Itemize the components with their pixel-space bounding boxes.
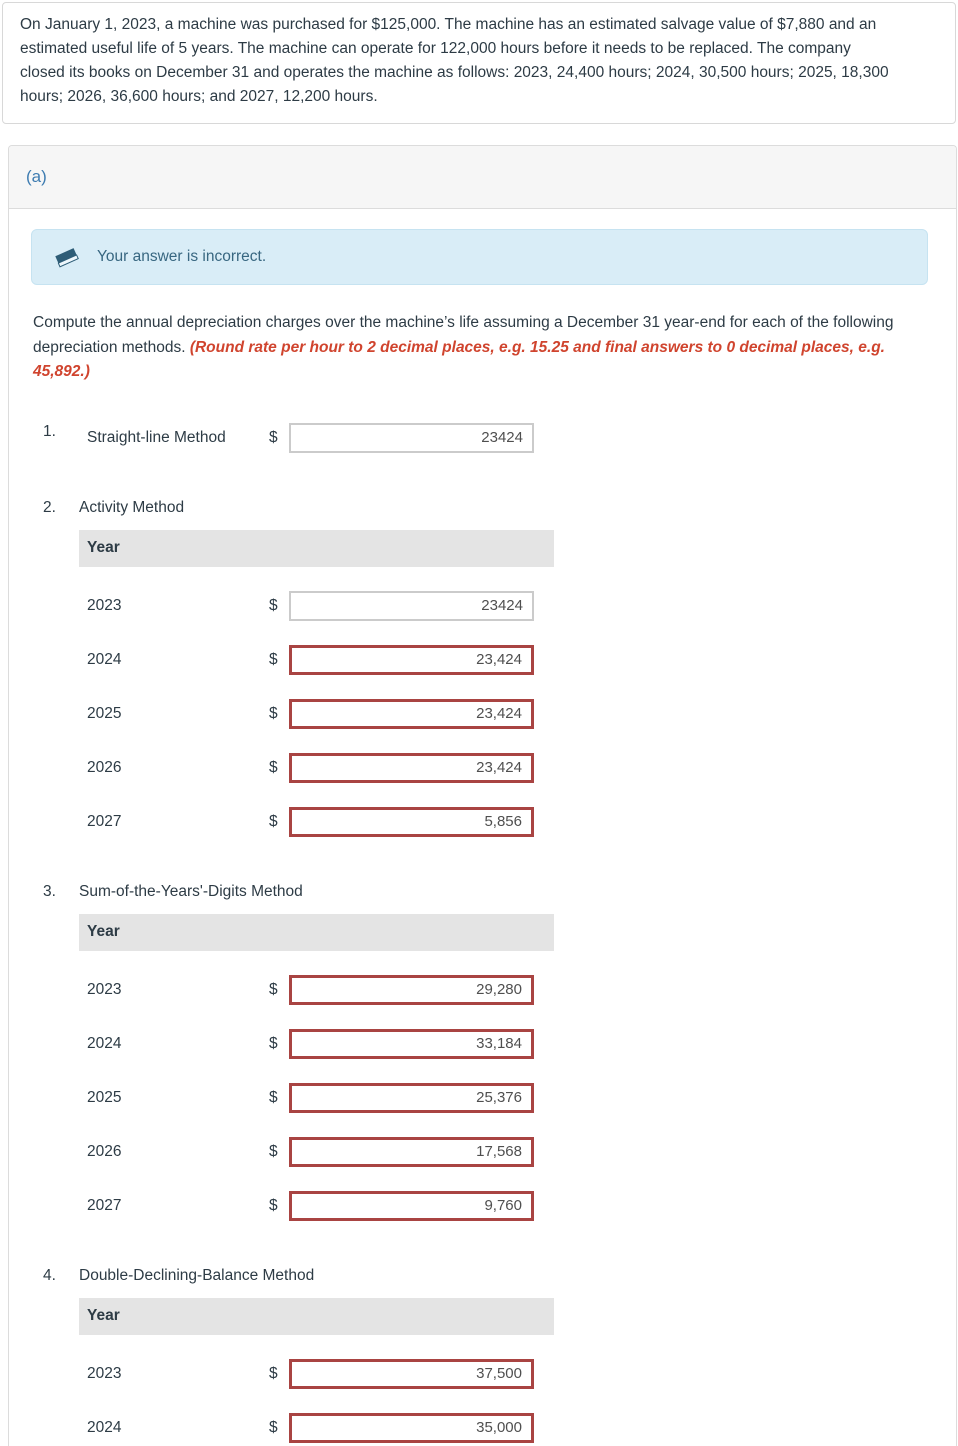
feedback-message: Your answer is incorrect. (97, 248, 267, 265)
method-number: 4. (43, 1266, 56, 1284)
syd-2025-amount-input[interactable] (289, 1082, 534, 1113)
table-row: 2023 $ (79, 974, 928, 1005)
method-title-activity: Activity Method (79, 498, 185, 516)
instructions-paragraph: Compute the annual depreciation charges … (33, 311, 913, 385)
year-label: 2025 (87, 704, 122, 722)
table-row: 2023 $ (79, 1358, 928, 1389)
method-title-syd: Sum-of-the-Years'-Digits Method (79, 882, 303, 900)
syd-2024-amount-input[interactable] (289, 1028, 534, 1059)
year-label: 2026 (87, 1142, 122, 1160)
method-syd: 3. Sum-of-the-Years'-Digits Method Year … (31, 883, 928, 1221)
table-row: 2024 $ (79, 644, 928, 675)
year-column-header: Year (79, 1297, 554, 1335)
part-a-panel-body: Your answer is incorrect. Compute the an… (9, 209, 956, 1446)
year-label: 2025 (87, 1088, 122, 1106)
table-row: 2024 $ (79, 1028, 928, 1059)
table-row: 2026 $ (79, 1136, 928, 1167)
syd-2023-amount-input[interactable] (289, 974, 534, 1005)
table-row: 2025 $ (79, 698, 928, 729)
syd-2026-amount-input[interactable] (289, 1136, 534, 1167)
year-column-header: Year (79, 529, 554, 567)
dollar-sign: $ (269, 428, 278, 446)
dollar-sign: $ (269, 1418, 278, 1436)
activity-2027-amount-input[interactable] (289, 806, 534, 837)
dollar-sign: $ (269, 1088, 278, 1106)
dollar-sign: $ (269, 1034, 278, 1052)
table-row: 2024 $ (79, 1412, 928, 1443)
year-column-header: Year (79, 913, 554, 951)
methods-list: 1. Straight-line Method $ 2. Activity Me… (31, 422, 928, 1446)
method-title-straight-line: Straight-line Method (87, 428, 226, 446)
ddb-2024-amount-input[interactable] (289, 1412, 534, 1443)
year-label: 2024 (87, 650, 122, 668)
activity-2023-amount-input[interactable] (289, 590, 534, 621)
method-number: 3. (43, 882, 56, 900)
dollar-sign: $ (269, 1364, 278, 1382)
year-label: 2027 (87, 1196, 122, 1214)
year-label: 2023 (87, 1364, 122, 1382)
dollar-sign: $ (269, 704, 278, 722)
problem-statement-text: On January 1, 2023, a machine was purcha… (20, 16, 889, 105)
method-activity: 2. Activity Method Year 2023 $ 2024 $ 20… (31, 499, 928, 837)
dollar-sign: $ (269, 1142, 278, 1160)
dollar-sign: $ (269, 980, 278, 998)
year-label: 2023 (87, 596, 122, 614)
activity-2026-amount-input[interactable] (289, 752, 534, 783)
syd-2027-amount-input[interactable] (289, 1190, 534, 1221)
dollar-sign: $ (269, 650, 278, 668)
eraser-icon (53, 245, 80, 269)
part-a-panel: (a) Your answer is incorrect. Compute th… (8, 145, 957, 1446)
year-label: 2024 (87, 1418, 122, 1436)
year-label: 2024 (87, 1034, 122, 1052)
problem-statement-card: On January 1, 2023, a machine was purcha… (2, 2, 956, 124)
year-label: 2023 (87, 980, 122, 998)
table-row: 2026 $ (79, 752, 928, 783)
feedback-banner: Your answer is incorrect. (31, 229, 928, 285)
ddb-2023-amount-input[interactable] (289, 1358, 534, 1389)
method-title-ddb: Double-Declining-Balance Method (79, 1266, 315, 1284)
year-label: 2027 (87, 812, 122, 830)
table-row: 2027 $ (79, 806, 928, 837)
year-label: 2026 (87, 758, 122, 776)
dollar-sign: $ (269, 1196, 278, 1214)
table-row: 2025 $ (79, 1082, 928, 1113)
method-ddb: 4. Double-Declining-Balance Method Year … (31, 1267, 928, 1446)
dollar-sign: $ (269, 596, 278, 614)
activity-2024-amount-input[interactable] (289, 644, 534, 675)
part-a-tab[interactable]: (a) (9, 146, 956, 209)
table-row: 2023 $ (79, 590, 928, 621)
activity-2025-amount-input[interactable] (289, 698, 534, 729)
instructions-normal-text: Compute the annual depreciation charges … (33, 314, 894, 356)
part-a-tab-label: (a) (26, 167, 47, 186)
method-number: 2. (43, 498, 56, 516)
instructions-rounding-note: (Round rate per hour to 2 decimal places… (33, 338, 885, 381)
table-row: 2027 $ (79, 1190, 928, 1221)
dollar-sign: $ (269, 812, 278, 830)
straight-line-amount-input[interactable] (289, 422, 534, 453)
method-number: 1. (43, 422, 56, 440)
straight-line-row: Straight-line Method $ (79, 422, 928, 453)
dollar-sign: $ (269, 758, 278, 776)
method-straight-line: 1. Straight-line Method $ (31, 422, 928, 453)
